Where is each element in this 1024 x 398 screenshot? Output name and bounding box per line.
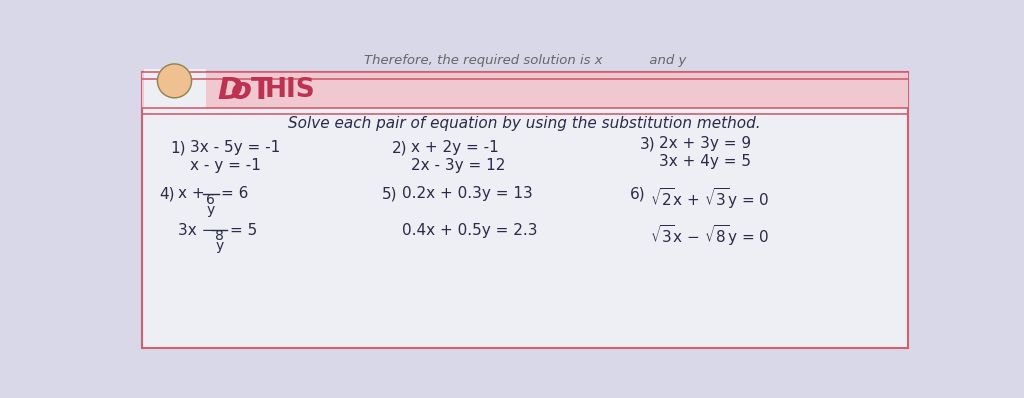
Text: 2x + 3y = 9: 2x + 3y = 9 [658,136,751,151]
Text: 6): 6) [630,186,646,201]
Text: Therefore, the required solution is x           and y: Therefore, the required solution is x an… [364,54,686,67]
Bar [142,72,907,348]
Text: y: y [207,203,215,217]
Text: 1): 1) [171,140,186,155]
Text: x + 2y = -1: x + 2y = -1 [411,140,499,155]
Text: y: y [215,240,223,254]
Text: 5): 5) [382,186,397,201]
Bar [143,69,206,127]
Text: HIS: HIS [264,77,315,103]
Text: Solve each pair of equation by using the substitution method.: Solve each pair of equation by using the… [289,115,761,131]
Text: 8: 8 [215,229,224,243]
Text: 4): 4) [159,186,174,201]
Text: = 6: = 6 [221,186,249,201]
Text: 0.2x + 0.3y = 13: 0.2x + 0.3y = 13 [401,186,532,201]
Text: x +: x + [178,186,205,201]
Text: = 5: = 5 [229,223,257,238]
Text: $\sqrt{2}$x + $\sqrt{3}$y = 0: $\sqrt{2}$x + $\sqrt{3}$y = 0 [649,186,769,211]
Bar [142,72,907,108]
Text: 2): 2) [391,140,407,155]
Text: 6: 6 [207,193,215,207]
Text: 0.4x + 0.5y = 2.3: 0.4x + 0.5y = 2.3 [401,223,537,238]
Text: T: T [251,76,271,105]
Circle shape [158,64,191,98]
Text: 3x + 4y = 5: 3x + 4y = 5 [658,154,751,169]
Text: x - y = -1: x - y = -1 [190,158,261,173]
Text: 3x - 5y = -1: 3x - 5y = -1 [190,140,281,155]
Text: 3): 3) [640,136,655,151]
Text: o: o [231,76,263,105]
Text: 3x −: 3x − [178,223,215,238]
Text: 2x - 3y = 12: 2x - 3y = 12 [411,158,505,173]
Text: D: D [217,76,243,105]
Text: $\sqrt{3}$x $-$ $\sqrt{8}$y = 0: $\sqrt{3}$x $-$ $\sqrt{8}$y = 0 [649,223,769,248]
